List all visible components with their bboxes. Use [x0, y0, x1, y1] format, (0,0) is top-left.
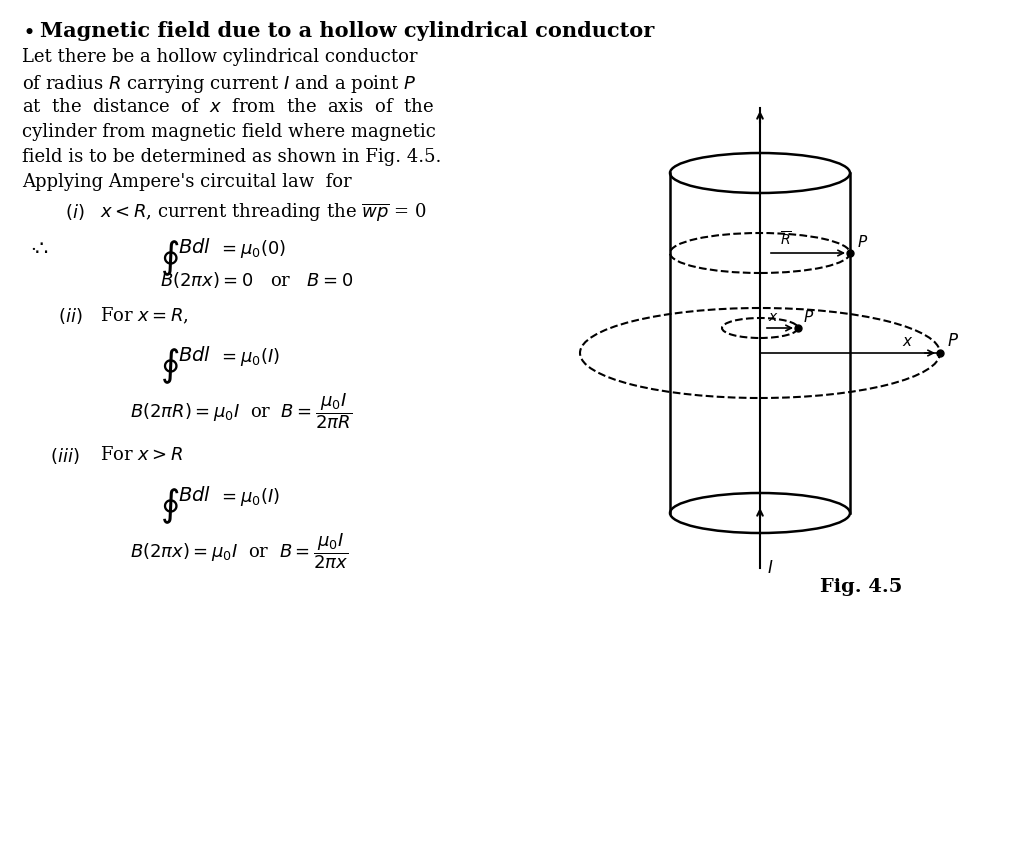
- Text: $B(2\pi R) = \mu_0 I$  or  $B = \dfrac{\mu_0 I}{2\pi R}$: $B(2\pi R) = \mu_0 I$ or $B = \dfrac{\mu…: [130, 391, 352, 431]
- Text: Let there be a hollow cylindrical conductor: Let there be a hollow cylindrical conduc…: [22, 48, 418, 66]
- Text: $(ii)$: $(ii)$: [58, 306, 83, 326]
- Text: $\mathbf{\mathit{Bdl}}$: $\mathbf{\mathit{Bdl}}$: [178, 486, 211, 505]
- Text: field is to be determined as shown in Fig. 4.5.: field is to be determined as shown in Fi…: [22, 148, 441, 166]
- Text: Magnetic field due to a hollow cylindrical conductor: Magnetic field due to a hollow cylindric…: [40, 21, 654, 41]
- Text: $x < R$, current threading the $\overline{wp}$ = 0: $x < R$, current threading the $\overlin…: [100, 202, 426, 224]
- Text: $P$: $P$: [857, 234, 868, 250]
- Text: $\mathbf{\mathit{Bdl}}$: $\mathbf{\mathit{Bdl}}$: [178, 238, 211, 257]
- Text: $B(2\pi x) = \mu_0 I$  or  $B = \dfrac{\mu_0 I}{2\pi x}$: $B(2\pi x) = \mu_0 I$ or $B = \dfrac{\mu…: [130, 531, 348, 571]
- Text: $(i)$: $(i)$: [65, 202, 84, 222]
- Text: .: .: [30, 236, 36, 254]
- Text: at  the  distance  of  $x$  from  the  axis  of  the: at the distance of $x$ from the axis of …: [22, 98, 434, 116]
- Text: $(iii)$: $(iii)$: [50, 446, 80, 466]
- Text: $= \mu_0(0)$: $= \mu_0(0)$: [218, 238, 286, 260]
- Text: $B(2\pi x) = 0$   or   $B = 0$: $B(2\pi x) = 0$ or $B = 0$: [160, 270, 353, 290]
- Text: $\oint$: $\oint$: [160, 238, 179, 277]
- Text: $x$: $x$: [768, 310, 778, 324]
- Text: For $x = R$,: For $x = R$,: [100, 306, 188, 326]
- Text: For $x > R$: For $x > R$: [100, 446, 183, 464]
- Text: $\oint$: $\oint$: [160, 346, 179, 386]
- Text: $P$: $P$: [803, 309, 814, 325]
- Text: of radius $R$ carrying current $I$ and a point $P$: of radius $R$ carrying current $I$ and a…: [22, 73, 416, 95]
- Text: $\mathbf{\mathit{Bdl}}$: $\mathbf{\mathit{Bdl}}$: [178, 346, 211, 365]
- Text: $P$: $P$: [947, 333, 959, 350]
- Text: Applying Ampere's circuital law  for: Applying Ampere's circuital law for: [22, 173, 351, 191]
- Text: $I$: $I$: [767, 560, 773, 577]
- Text: $\therefore$: $\therefore$: [30, 238, 48, 257]
- Text: Fig. 4.5: Fig. 4.5: [820, 578, 902, 596]
- Text: $x$: $x$: [902, 335, 913, 349]
- Text: $\overline{R}$: $\overline{R}$: [780, 231, 792, 249]
- Text: $= \mu_0(I)$: $= \mu_0(I)$: [218, 346, 280, 368]
- Text: cylinder from magnetic field where magnetic: cylinder from magnetic field where magne…: [22, 123, 436, 141]
- Text: $\oint$: $\oint$: [160, 486, 179, 526]
- Text: $= \mu_0(I)$: $= \mu_0(I)$: [218, 486, 280, 508]
- Text: $\bullet$: $\bullet$: [22, 21, 34, 41]
